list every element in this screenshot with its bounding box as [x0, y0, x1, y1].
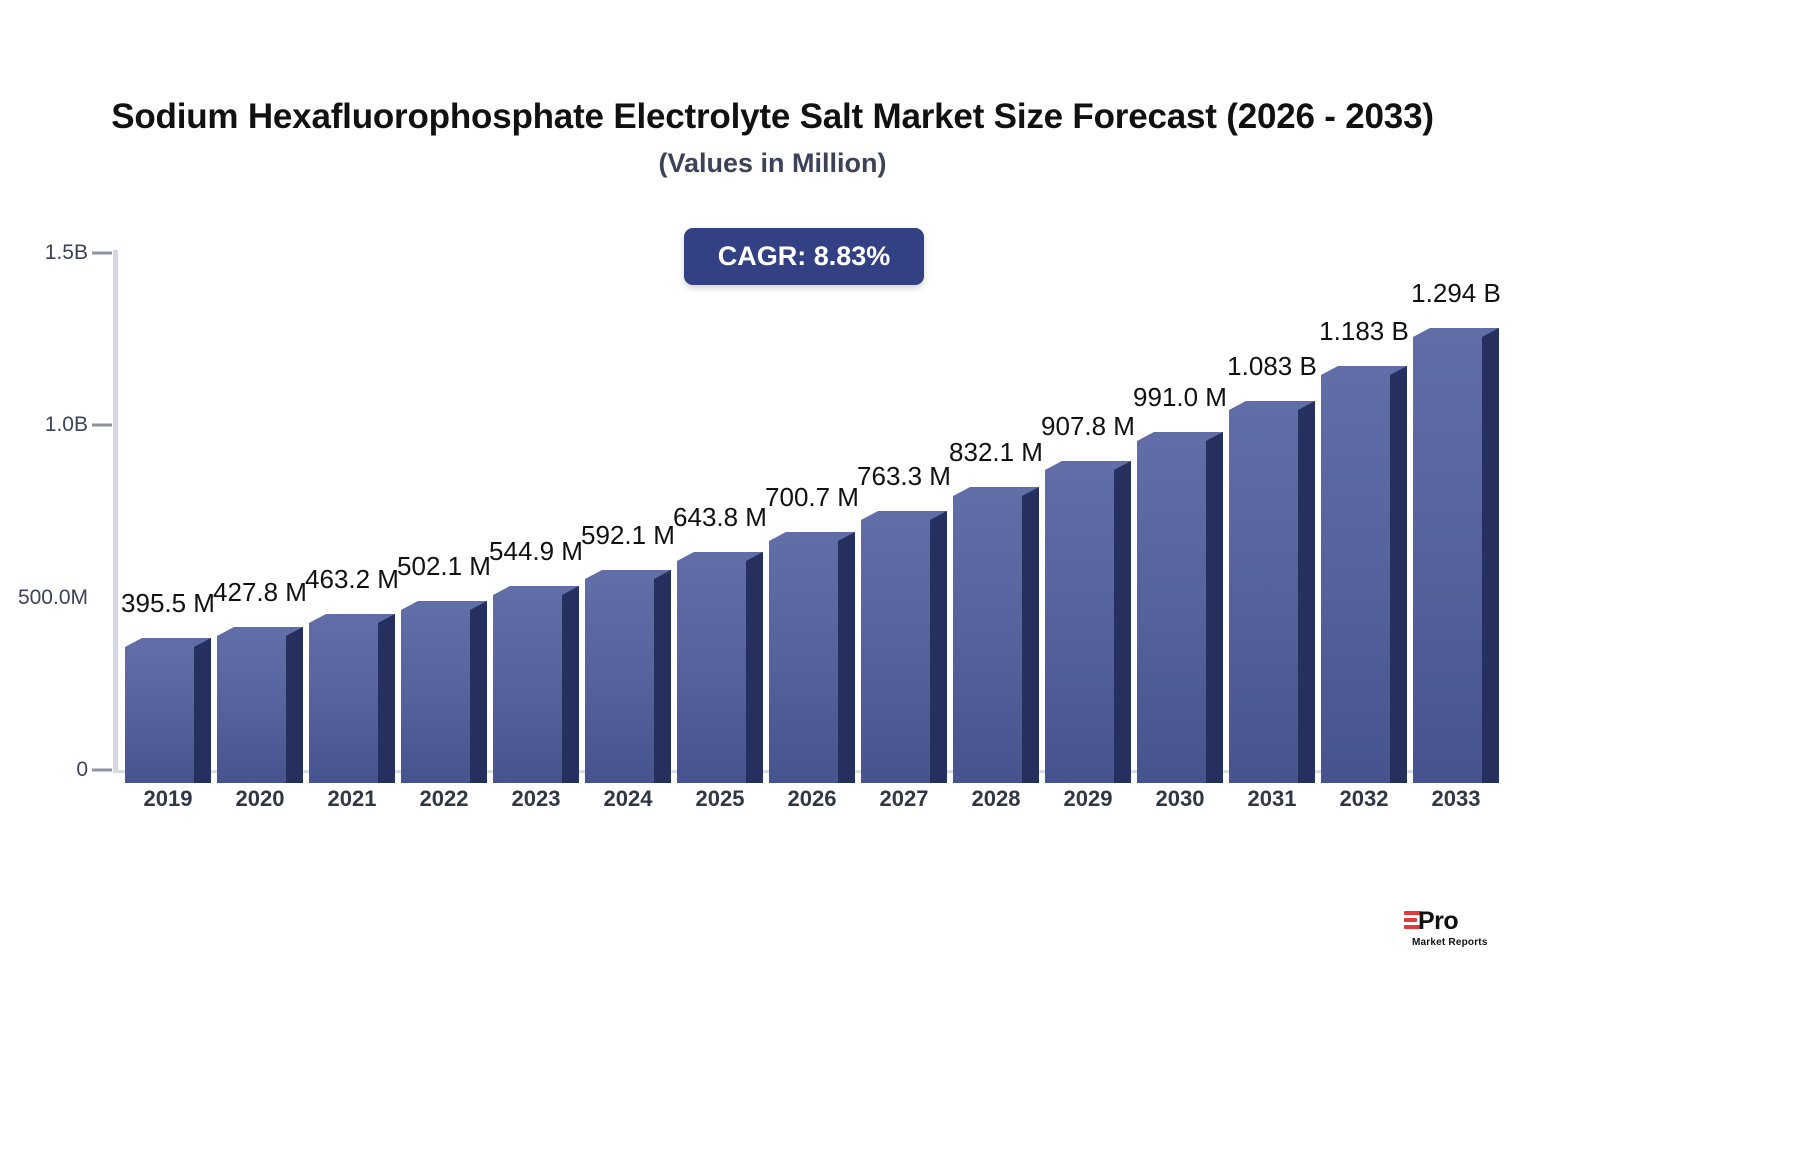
y-axis-tick-mark	[92, 768, 112, 772]
bar-value-label: 592.1 M	[581, 519, 675, 550]
y-axis-tick-mark	[92, 251, 112, 255]
bar-side-face	[1206, 432, 1223, 783]
x-axis-tick-label: 2033	[1431, 786, 1481, 811]
bar-value-label: 1.083 B	[1227, 350, 1317, 381]
bar-front-face	[401, 600, 487, 783]
bar-value-label: 991.0 M	[1133, 382, 1227, 413]
bar[interactable]	[1045, 457, 1131, 783]
bar[interactable]	[953, 483, 1039, 783]
chart-subtitle: (Values in Million)	[658, 148, 887, 178]
bar[interactable]	[769, 528, 855, 783]
bar-front-face	[585, 569, 671, 783]
bar[interactable]	[1413, 324, 1499, 783]
bar-front-face	[677, 552, 763, 783]
x-axis-tick-label: 2031	[1247, 786, 1297, 811]
x-axis-tick-label: 2032	[1339, 786, 1389, 811]
x-axis-tick-label: 2030	[1155, 786, 1205, 811]
y-axis-tick-label: 1.5B	[44, 241, 88, 264]
bar-side-face	[378, 614, 395, 783]
bar-value-label: 832.1 M	[949, 437, 1043, 468]
y-axis-line	[113, 250, 118, 772]
bar-front-face	[217, 626, 303, 783]
x-axis-tick-label: 2028	[971, 786, 1021, 811]
bar-front-face	[1045, 461, 1131, 783]
bar[interactable]	[309, 610, 395, 783]
logo-wordmark: Pro	[1418, 907, 1459, 935]
bar[interactable]	[861, 507, 947, 783]
bar[interactable]	[217, 623, 303, 783]
x-axis-tick-label: 2020	[235, 786, 285, 811]
logo: Pro Market Reports	[1404, 907, 1534, 953]
bar-front-face	[493, 586, 579, 783]
page-title: Sodium Hexafluorophosphate Electrolyte S…	[111, 97, 1434, 136]
bar[interactable]	[125, 634, 211, 783]
bar-front-face	[1229, 400, 1315, 783]
bar-side-face	[1482, 328, 1499, 783]
bar-side-face	[286, 626, 303, 783]
bar[interactable]	[1137, 428, 1223, 783]
bar-front-face	[861, 510, 947, 783]
y-axis-tick-label: 1.0B	[44, 413, 88, 437]
cagr-badge: CAGR: 8.83%	[684, 228, 924, 285]
bar-value-label: 1.294 B	[1411, 278, 1501, 308]
y-axis-tick-label: 500.0M	[17, 585, 88, 609]
y-axis-tick-mark	[92, 423, 112, 427]
x-axis-tick-label: 2025	[695, 786, 745, 811]
bar-front-face	[953, 487, 1039, 783]
x-axis-tick-label: 2024	[603, 786, 653, 811]
x-axis-tick-label: 2019	[143, 786, 193, 811]
bar-value-label: 763.3 M	[857, 460, 951, 491]
bar-side-face	[194, 637, 211, 783]
bar-front-face	[125, 637, 211, 783]
bar-front-face	[1413, 328, 1499, 783]
bar[interactable]	[401, 597, 487, 783]
bar-side-face	[1298, 400, 1315, 783]
bar-side-face	[1022, 487, 1039, 783]
y-axis-tick-label: 0	[76, 758, 88, 781]
bar-value-label: 1.183 B	[1319, 316, 1409, 347]
bar-value-label: 502.1 M	[397, 550, 491, 581]
bar-value-label: 395.5 M	[121, 587, 215, 618]
bar-value-label: 463.2 M	[305, 564, 399, 595]
x-axis-tick-label: 2023	[511, 786, 561, 811]
bar-value-label: 544.9 M	[489, 536, 583, 567]
bar-side-face	[470, 600, 487, 783]
x-axis-tick-label: 2027	[879, 786, 929, 811]
bar[interactable]	[493, 582, 579, 783]
bar-side-face	[1114, 461, 1131, 783]
bar-value-label: 427.8 M	[213, 576, 307, 607]
bar[interactable]	[1321, 362, 1407, 783]
bar-front-face	[309, 614, 395, 783]
bar-front-face	[1137, 432, 1223, 783]
bar-side-face	[654, 569, 671, 783]
bar-value-label: 700.7 M	[765, 482, 859, 513]
x-axis-tick-label: 2022	[419, 786, 469, 811]
x-axis-tick-label: 2021	[327, 786, 377, 811]
bar-side-face	[930, 510, 947, 783]
bar[interactable]	[1229, 397, 1315, 783]
x-axis-tick-label: 2029	[1063, 786, 1113, 811]
bar-side-face	[1390, 366, 1407, 783]
bar[interactable]	[677, 548, 763, 783]
bar[interactable]	[585, 566, 671, 783]
bar-side-face	[562, 586, 579, 783]
bar-side-face	[746, 552, 763, 783]
bar-value-label: 907.8 M	[1041, 411, 1135, 442]
x-axis-tick-label: 2026	[787, 786, 837, 811]
bar-front-face	[1321, 366, 1407, 783]
bar-value-label: 643.8 M	[673, 502, 767, 533]
pro-market-reports-logo-icon	[1404, 911, 1421, 933]
bar-front-face	[769, 532, 855, 783]
logo-tagline: Market Reports	[1412, 937, 1488, 948]
bar-side-face	[838, 532, 855, 783]
